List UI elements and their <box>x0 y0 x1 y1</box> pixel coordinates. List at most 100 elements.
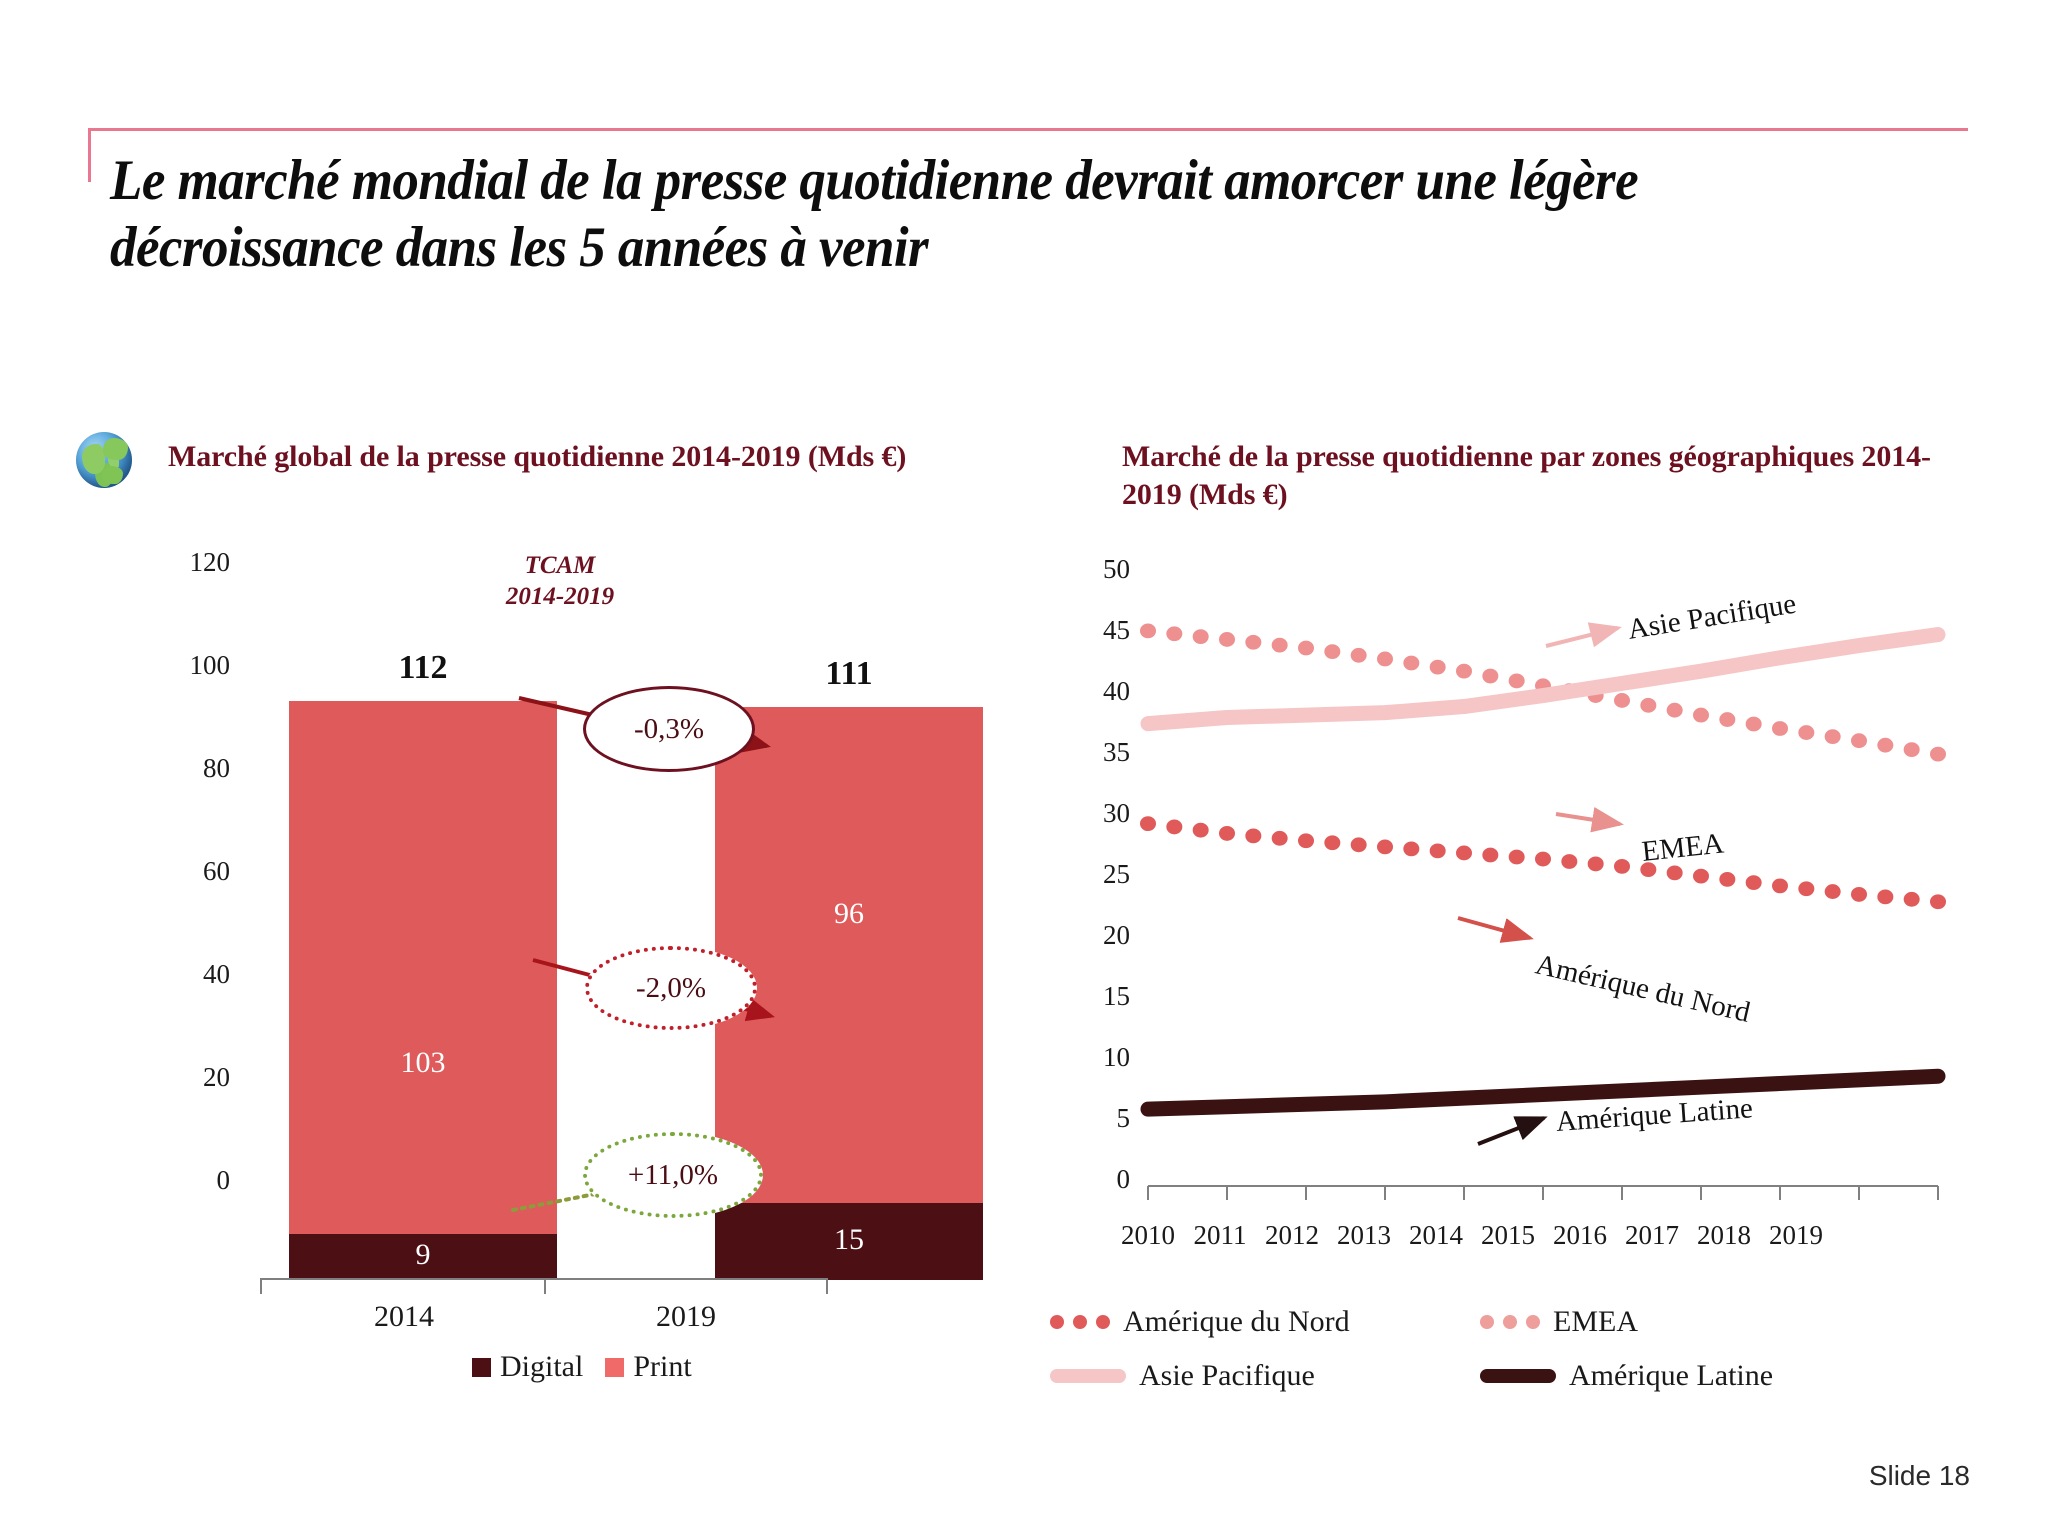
line-dot <box>1350 647 1367 663</box>
line-dot <box>1482 668 1499 684</box>
bar-value-print-2019: 96 <box>834 896 864 930</box>
line-dot <box>1219 826 1235 841</box>
line-dot <box>1377 839 1393 855</box>
line-dot <box>1614 858 1630 874</box>
legend-row-1: Amérique du Nord EMEA <box>1050 1305 1930 1339</box>
bar-column-2019[interactable]: 111 96 15 <box>715 655 983 1280</box>
line-dot <box>1930 746 1946 762</box>
line-dot <box>1271 830 1288 846</box>
line-dot <box>1824 884 1841 899</box>
legend-item-emea[interactable]: EMEA <box>1480 1305 1638 1339</box>
legend-item-asie-pacifique[interactable]: Asie Pacifique <box>1050 1359 1480 1393</box>
line-dot <box>1456 663 1472 679</box>
legend-line-asie-pacifique <box>1050 1369 1126 1383</box>
tcam-header-line2: 2014-2019 <box>505 583 615 611</box>
right-xlabel-2015: 2015 <box>1481 1220 1535 1250</box>
left-ytick-100: 100 <box>189 650 231 680</box>
tcam-header: TCAM 2014-2019 <box>430 550 690 613</box>
legend-label-print: Print <box>633 1350 692 1383</box>
right-ytick-50: 50 <box>1103 554 1130 584</box>
bar-segment-print-2019[interactable]: 96 <box>715 706 983 1203</box>
legend-item-print[interactable]: Print <box>605 1350 692 1384</box>
legend-dots-emea <box>1480 1315 1540 1329</box>
line-dot <box>1350 837 1367 853</box>
line-plot-area <box>1140 622 1946 1200</box>
line-dot <box>1772 721 1788 736</box>
legend-item-amerique-latine[interactable]: Amérique Latine <box>1480 1359 1773 1393</box>
line-dot <box>1192 629 1209 644</box>
left-chart-legend: Digital Print <box>472 1350 692 1384</box>
line-dot <box>1324 644 1341 660</box>
line-dot <box>1535 851 1551 867</box>
right-xlabel-2013: 2013 <box>1337 1220 1391 1250</box>
line-dot <box>1693 707 1709 723</box>
line-dot <box>1851 887 1867 902</box>
line-dot <box>1693 868 1709 884</box>
bar-value-print-2014: 103 <box>400 1046 446 1080</box>
bar-value-digital-2014: 9 <box>415 1237 431 1271</box>
legend-label-emea: EMEA <box>1553 1305 1638 1338</box>
tcam-digital-badge[interactable]: +11,0% <box>583 1132 763 1218</box>
right-ytick-15: 15 <box>1103 981 1130 1011</box>
bar-segment-digital-2014[interactable]: 9 <box>289 1233 557 1280</box>
right-chart-heading: Marché de la presse quotidienne par zone… <box>1122 440 1931 512</box>
right-xlabel-2010: 2010 <box>1121 1220 1175 1250</box>
slide-number: Slide 18 <box>1868 1460 1970 1491</box>
legend-swatch-print <box>605 1357 625 1377</box>
line-dot <box>1877 737 1894 753</box>
line-dot <box>1772 878 1788 894</box>
line-dot <box>1877 889 1894 905</box>
left-xtick-mid <box>544 1280 546 1294</box>
right-xlabel-2017: 2017 <box>1625 1220 1679 1250</box>
right-ytick-40: 40 <box>1103 676 1130 706</box>
left-ytick-20: 20 <box>203 1062 230 1092</box>
bar-total-2019: 111 <box>825 654 873 692</box>
bar-column-2014[interactable]: 112 103 9 <box>289 649 557 1280</box>
legend-swatch-digital <box>472 1357 491 1377</box>
line-dot <box>1930 894 1946 910</box>
line-dot <box>1666 865 1683 881</box>
right-ytick-45: 45 <box>1103 615 1130 645</box>
right-xlabel-2016: 2016 <box>1553 1220 1607 1250</box>
line-dot <box>1614 693 1630 708</box>
line-dot <box>1245 634 1262 650</box>
bar-value-digital-2019: 15 <box>834 1222 864 1256</box>
line-dot <box>1798 725 1815 740</box>
right-ytick-30: 30 <box>1103 798 1130 828</box>
arrow-asie-pacifique <box>1545 622 1622 648</box>
line-dot <box>1456 845 1472 861</box>
line-dot <box>1298 833 1314 849</box>
arrow-amerique-latine <box>1477 1116 1548 1146</box>
right-ytick-5: 5 <box>1116 1103 1131 1133</box>
line-dot <box>1429 843 1446 859</box>
line-dot <box>1271 637 1288 653</box>
legend-item-digital[interactable]: Digital <box>472 1350 583 1384</box>
line-dot <box>1140 623 1156 639</box>
line-dot <box>1324 835 1341 851</box>
globe-icon <box>76 432 132 488</box>
line-dot <box>1166 626 1183 642</box>
line-dot <box>1245 828 1262 844</box>
bar-segment-print-2014[interactable]: 103 <box>289 701 557 1234</box>
legend-label-asie-pacifique: Asie Pacifique <box>1139 1359 1315 1392</box>
line-dot <box>1482 847 1499 863</box>
left-xlabel-2019: 2019 <box>656 1300 716 1333</box>
line-dot <box>1903 891 1920 907</box>
line-dot <box>1429 659 1446 675</box>
left-x-axis <box>260 1278 828 1280</box>
tcam-print-badge[interactable]: -2,0% <box>585 946 757 1030</box>
left-xlabel-2014: 2014 <box>374 1300 434 1333</box>
bar-plot-area: 112 103 9 111 96 15 <box>265 649 1005 1280</box>
legend-item-amerique-du-nord[interactable]: Amérique du Nord <box>1050 1305 1480 1339</box>
arrow-emea <box>1555 807 1624 833</box>
left-chart-heading: Marché global de la presse quotidienne 2… <box>168 440 907 473</box>
bar-segment-digital-2019[interactable]: 15 <box>715 1202 983 1280</box>
right-xlabel-2012: 2012 <box>1265 1220 1319 1250</box>
line-dot <box>1719 712 1736 727</box>
left-ytick-120: 120 <box>189 547 231 577</box>
tcam-total-badge[interactable]: -0,3% <box>583 686 755 772</box>
title-rule-vertical <box>88 128 91 182</box>
line-dot <box>1166 819 1183 835</box>
legend-line-amerique-latine <box>1480 1369 1556 1383</box>
